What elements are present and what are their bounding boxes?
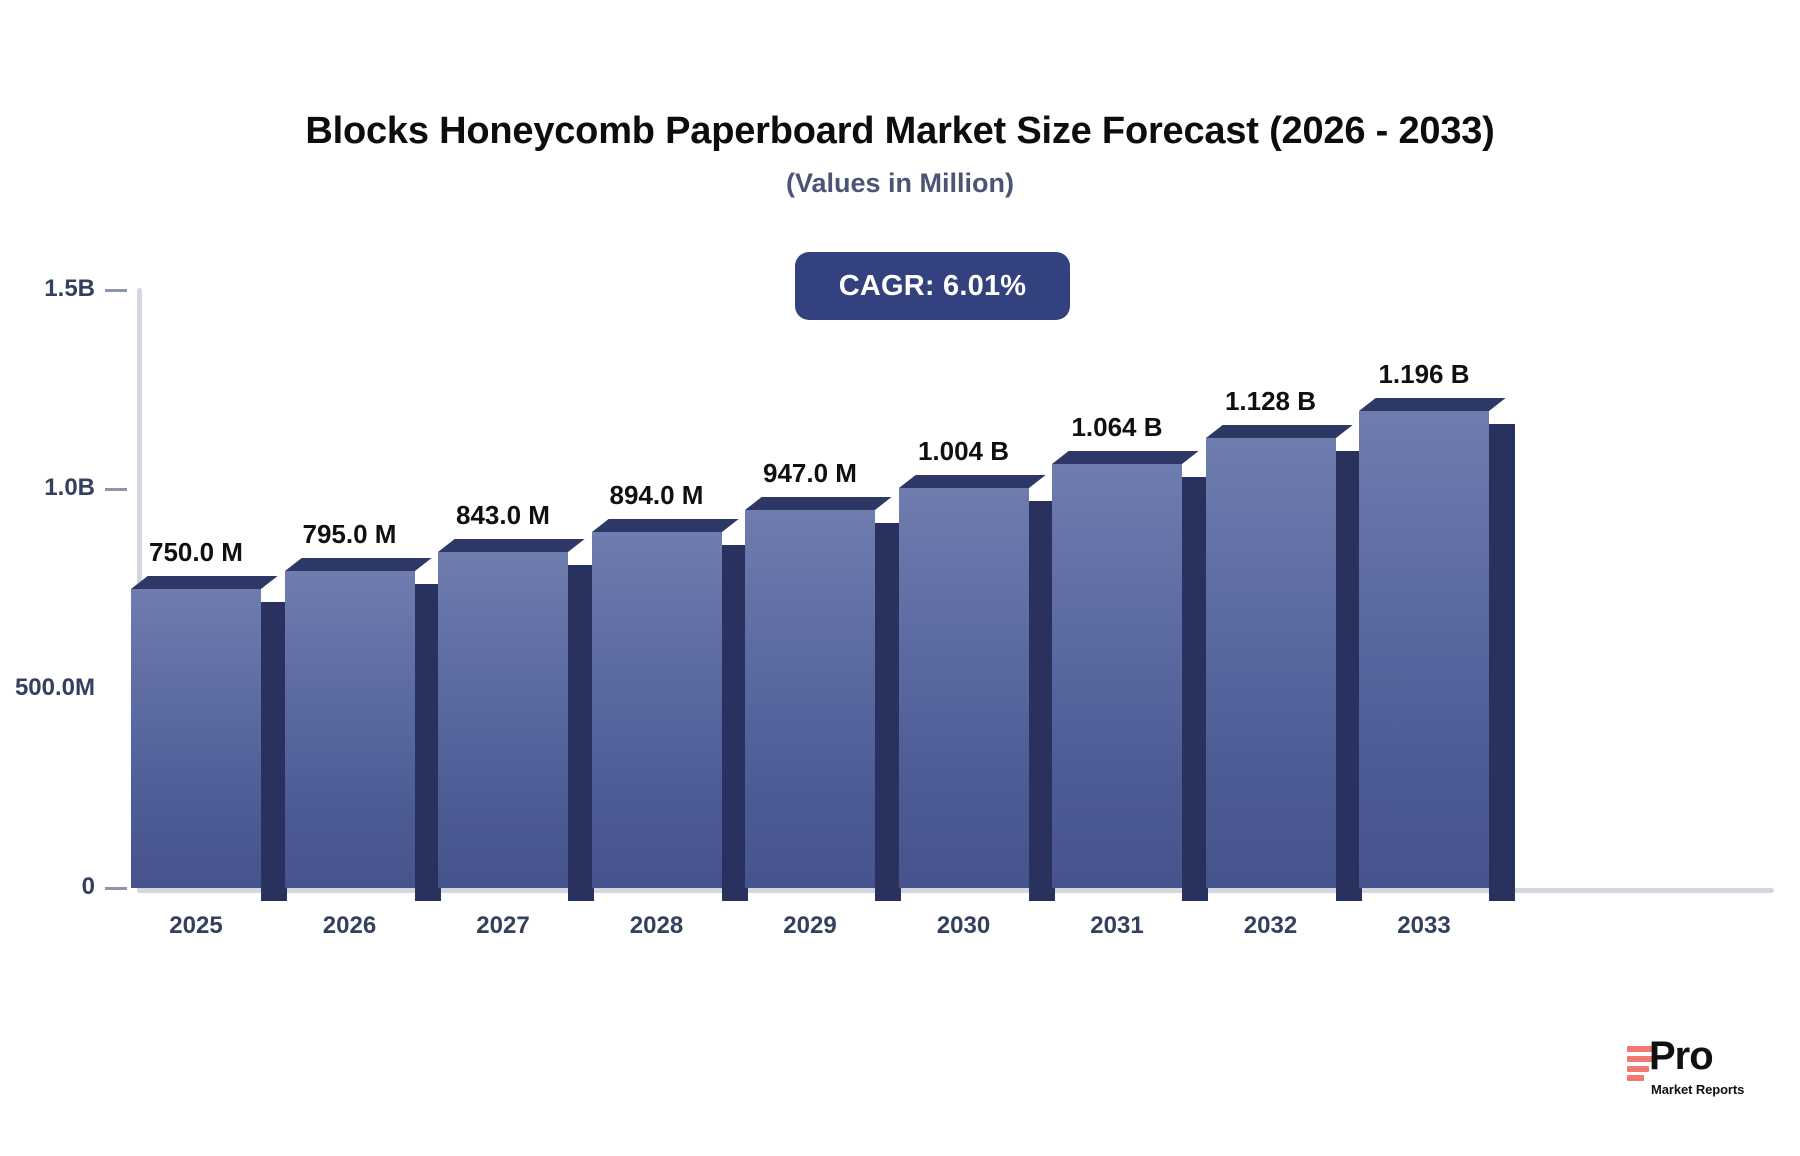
bar (284, 558, 441, 901)
logo-tagline: Market Reports (1651, 1082, 1745, 1097)
bar-front-face (131, 589, 261, 888)
bar-side-face (1335, 451, 1362, 901)
bar-side-face (1182, 476, 1208, 901)
bar-front-face (591, 531, 722, 888)
bar-side-face (721, 544, 748, 901)
bar-value-label: 843.0 M (456, 499, 550, 530)
bar (1052, 450, 1208, 901)
bar-value-label: 947.0 M (763, 458, 857, 489)
bar-top-face (898, 474, 1046, 488)
page-title: Blocks Honeycomb Paperboard Market Size … (305, 110, 1495, 152)
bar-top-face (131, 576, 278, 589)
bar-value-label: 1.128 B (1224, 386, 1317, 417)
y-axis-tick-label: 1.5B (44, 275, 95, 302)
bar-top-face (1052, 450, 1199, 464)
x-axis-tick-label: 2033 (1397, 912, 1451, 939)
x-axis-tick-label: 2027 (476, 912, 530, 939)
x-axis-tick-label: 2028 (629, 912, 684, 939)
x-axis-line (137, 888, 1774, 893)
bar-value-label: 1.064 B (1071, 411, 1163, 442)
y-axis-tick-label: 1.0B (44, 474, 95, 502)
cagr-badge-label: CAGR: 6.01% (838, 269, 1027, 302)
y-axis-tick-label: 500.0M (14, 673, 95, 701)
y-axis-tick-label: 0 (81, 873, 95, 900)
bar-front-face (1052, 463, 1182, 888)
bar-value-label: 894.0 M (609, 479, 704, 510)
bar-front-face (1359, 411, 1489, 888)
chart-subtitle: (Values in Million) (785, 168, 1015, 198)
x-axis-tick-label: 2031 (1090, 912, 1144, 939)
bar-top-face (591, 518, 739, 532)
x-axis-tick-label: 2029 (783, 912, 837, 939)
y-axis-tick-mark (105, 289, 127, 292)
x-axis-tick-label: 2025 (169, 912, 223, 939)
cagr-badge: CAGR: 6.01% (795, 252, 1070, 320)
bar-front-face (1205, 438, 1336, 888)
y-axis-tick-mark (105, 488, 127, 492)
logo: Pro Market Reports (1627, 1034, 1777, 1102)
bar (1359, 398, 1515, 901)
bar (438, 538, 594, 901)
bar-front-face (898, 487, 1029, 888)
y-axis-tick-mark (105, 887, 127, 890)
bar-side-face (1028, 500, 1055, 901)
bar-side-face (414, 584, 441, 901)
bar-top-face (284, 558, 432, 572)
bar-front-face (438, 551, 568, 888)
bar (1205, 425, 1362, 901)
bar-top-face (745, 497, 892, 511)
bar-side-face (568, 564, 594, 901)
bar-side-face (261, 602, 287, 901)
bar-value-label: 795.0 M (302, 519, 397, 550)
bar-top-face (438, 538, 585, 552)
bar-side-face (875, 523, 901, 901)
x-axis-tick-label: 2030 (936, 912, 991, 939)
bar-value-label: 1.004 B (917, 435, 1010, 466)
x-axis-tick-label: 2026 (322, 912, 377, 939)
bar-side-face (1489, 424, 1515, 901)
bar-front-face (284, 571, 415, 888)
bar (745, 497, 901, 901)
x-axis-tick-label: 2032 (1243, 912, 1298, 939)
bar (898, 474, 1055, 901)
bar-value-label: 750.0 M (149, 537, 243, 567)
bar-value-label: 1.196 B (1378, 359, 1470, 390)
bar-top-face (1205, 425, 1353, 439)
bar-top-face (1359, 398, 1506, 412)
logo-wordmark: Pro (1649, 1034, 1714, 1078)
logo-bars-icon (1627, 1046, 1657, 1081)
bar (591, 518, 748, 901)
bar-front-face (745, 510, 875, 888)
bar (131, 576, 287, 901)
